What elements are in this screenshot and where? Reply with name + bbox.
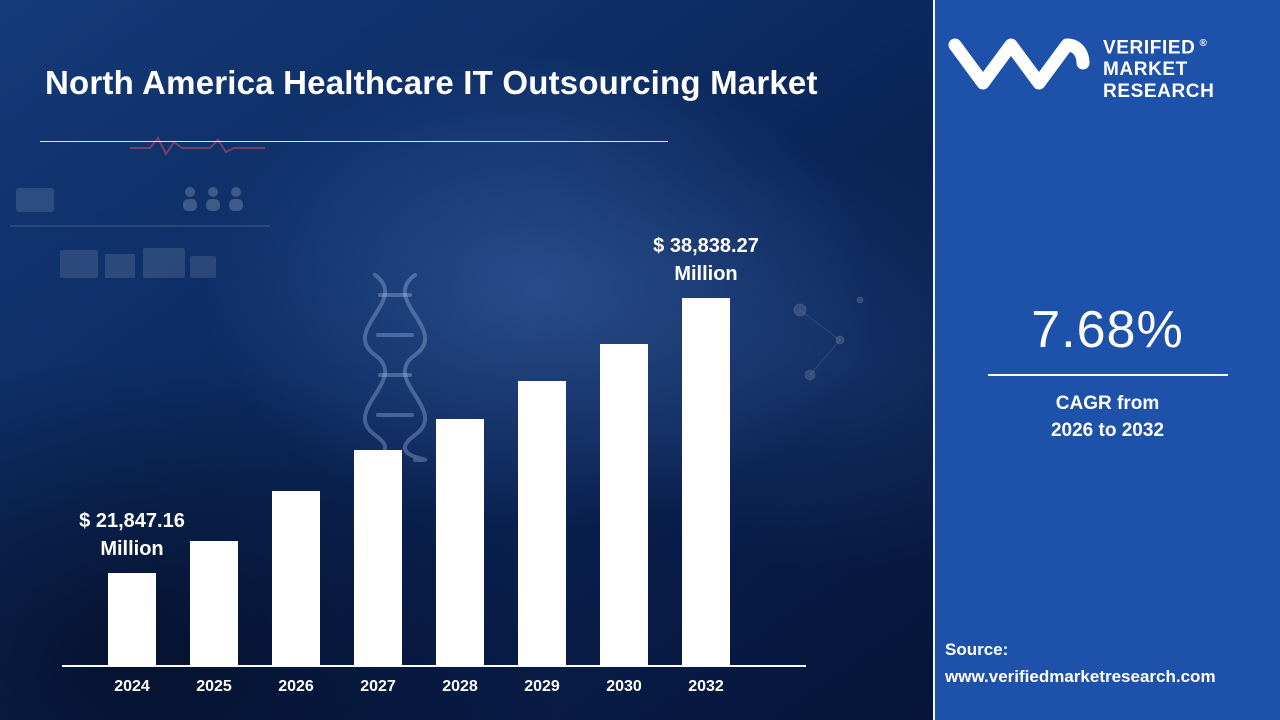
bar [354,450,402,665]
bar-column [436,419,484,665]
x-axis-label: 2027 [360,678,396,695]
registered-trademark: ® [1199,38,1208,49]
bar-column [272,491,320,665]
source-label: Source: [945,640,1009,659]
bar-value-label: $ 38,838.27 Million [653,235,759,285]
cagr-value: 7.68% [1031,301,1184,359]
bar [518,381,566,665]
bar-column [190,541,238,665]
x-axis-label: 2029 [524,678,560,695]
vmr-logo-monogram [948,38,1090,90]
x-axis-labels: 2024 2025 2026 2027 2028 2029 2030 2032 [62,678,806,696]
cagr-underline [988,374,1228,376]
bar-column [600,344,648,665]
cagr-label-line1: CAGR from [1055,393,1160,414]
bar [190,541,238,665]
chart-section: North America Healthcare IT Outsourcing … [0,0,933,720]
vmr-logo-text: VERIFIED ® MARKET RESEARCH [1103,33,1214,103]
bar-column [518,381,566,665]
x-axis-label: 2030 [606,678,642,695]
source-block: Source: www.verifiedmarketresearch.com [945,640,1216,687]
logo-line-verified: VERIFIED [1103,37,1196,59]
bar [108,573,156,665]
logo-line-research: RESEARCH [1103,81,1215,103]
bar-chart-bars: $ 21,847.16 Million $ 38,838.27 Million [62,235,806,665]
x-axis-label: 2032 [688,678,724,695]
bar [436,419,484,665]
bar [272,491,320,665]
bar-chart: $ 21,847.16 Million $ 38,838.27 Million 202… [62,235,806,696]
bar-column [354,450,402,665]
x-axis-label: 2026 [278,678,314,695]
logo-line-market: MARKET [1103,59,1188,81]
bar-value-label: $ 21,847.16 Million [79,510,185,560]
title-underline [40,141,668,142]
x-axis-label: 2028 [442,678,478,695]
x-axis-line [62,665,806,667]
info-panel: VERIFIED ® MARKET RESEARCH 7.68% CAGR fro… [933,0,1280,720]
x-axis-label: 2025 [196,678,232,695]
bar [682,298,730,665]
x-axis-label: 2024 [114,678,150,695]
vmr-logo: VERIFIED ® MARKET RESEARCH [945,33,1214,103]
cagr-label-line2: 2026 to 2032 [1050,420,1165,441]
bar [600,344,648,665]
source-url-link[interactable]: www.verifiedmarketresearch.com [945,667,1216,686]
page-title: North America Healthcare IT Outsourcing … [45,64,818,102]
cagr-label: CAGR from 2026 to 2032 [935,390,1280,444]
bar-column: $ 21,847.16 Million [79,510,185,665]
bar-column: $ 38,838.27 Million [653,235,759,665]
